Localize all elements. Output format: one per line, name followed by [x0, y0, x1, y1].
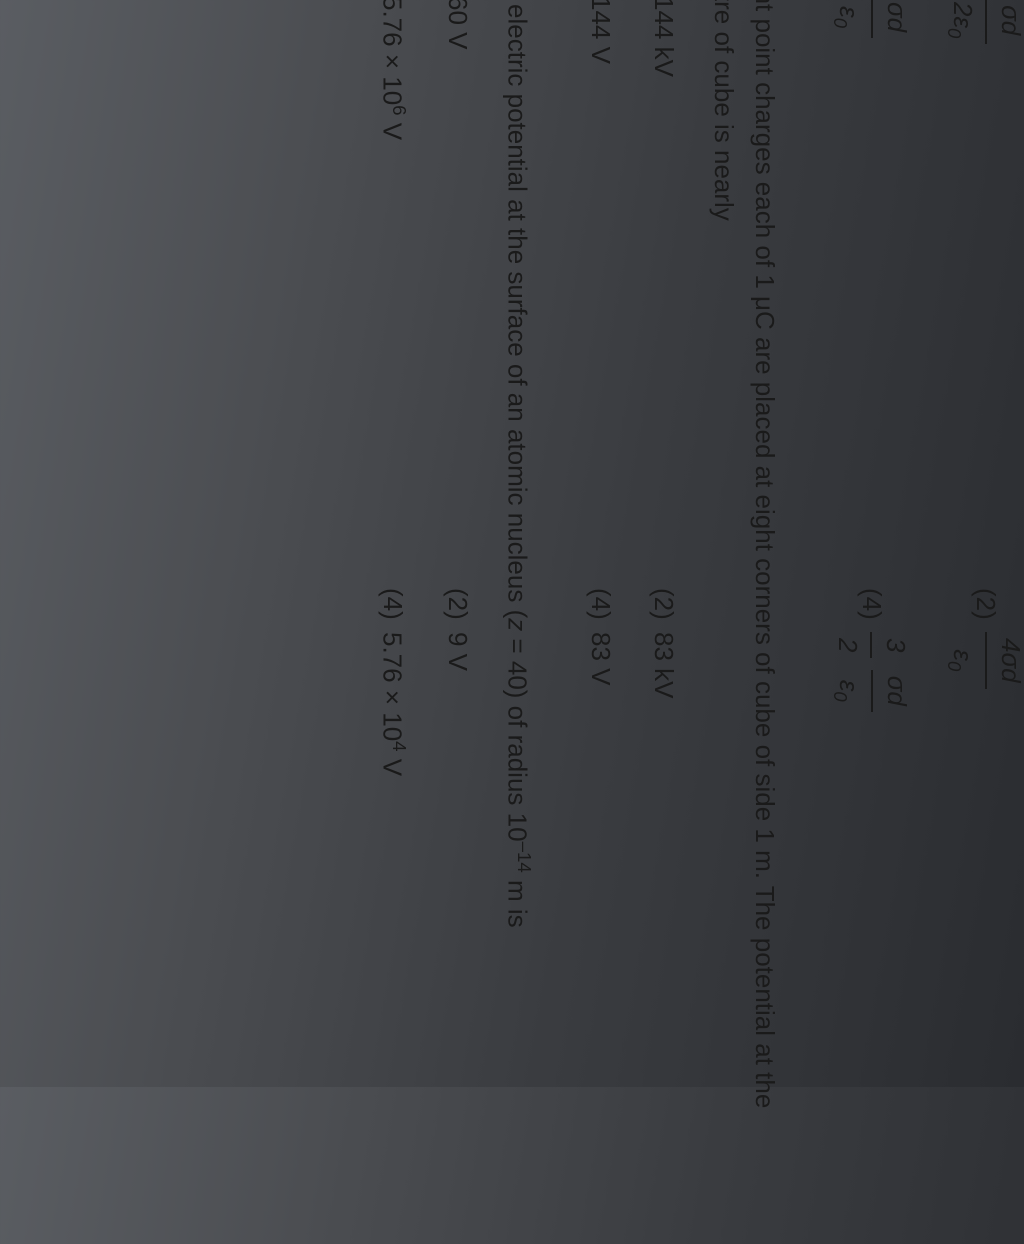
question-text: The electric potential at the surface of…: [496, 0, 539, 1184]
question-7: 7. Eight point charges each of 1 μC are …: [551, 0, 785, 1184]
option-value: σd ε0: [825, 0, 917, 38]
question-body: Electric potential difference between tw…: [797, 0, 1024, 1184]
option-label: (4): [372, 588, 414, 632]
option-value: 83 V: [579, 632, 621, 686]
option-value: 83 kV: [643, 632, 685, 699]
option-value: σd 2ε0: [939, 0, 1024, 44]
question-6: 6. Electric potential difference between…: [797, 0, 1024, 1184]
question-options: (1) 60 V (2) 9 V (3) 5.76 × 106 V (4) 5.…: [371, 0, 478, 1184]
question-body: Eight point charges each of 1 μC are pla…: [551, 0, 785, 1184]
question-8: 8. The electric potential at the surface…: [343, 0, 539, 1184]
option-value: 60 V: [436, 0, 478, 49]
option-4: (4) 5.76 × 104 V: [371, 588, 414, 1184]
option-2: (2) 9 V: [436, 588, 478, 1184]
option-value: 5.76 × 104 V: [371, 632, 414, 776]
option-value: 3 2 σd ε0: [825, 632, 917, 712]
option-2: (2) 4σd ε0: [939, 588, 1024, 1184]
option-1: (1) σd 2ε0: [939, 0, 1024, 548]
option-3: (3) 5.76 × 106 V: [371, 0, 414, 548]
option-label: (4): [579, 588, 621, 632]
option-value: 9 V: [436, 632, 478, 671]
option-1: (1) 144 kV: [643, 0, 685, 548]
option-label: (4): [850, 588, 892, 632]
option-value: 144 kV: [643, 0, 685, 76]
question-options: (1) σd 2ε0 (2) 4σd ε0 (3: [825, 0, 1024, 1184]
option-value: 5.76 × 106 V: [371, 0, 414, 140]
question-body: The electric potential at the surface of…: [343, 0, 539, 1184]
option-label: (2): [436, 588, 478, 632]
option-label: (2): [964, 588, 1006, 632]
option-4: (4) 83 V: [579, 588, 621, 1184]
option-2: (2) 83 kV: [643, 588, 685, 1184]
option-4: (4) 3 2 σd ε0: [825, 588, 917, 1184]
question-text: Eight point charges each of 1 μC are pla…: [702, 0, 785, 1184]
option-3: (3) 144 V: [579, 0, 621, 548]
option-label: (2): [643, 588, 685, 632]
option-1: (1) 60 V: [436, 0, 478, 548]
option-3: (3) σd ε0: [825, 0, 917, 548]
question-options: (1) 144 kV (2) 83 kV (3) 144 V (4) 83 V: [579, 0, 684, 1184]
option-value: 144 V: [579, 0, 621, 63]
option-value: 4σd ε0: [939, 632, 1024, 689]
